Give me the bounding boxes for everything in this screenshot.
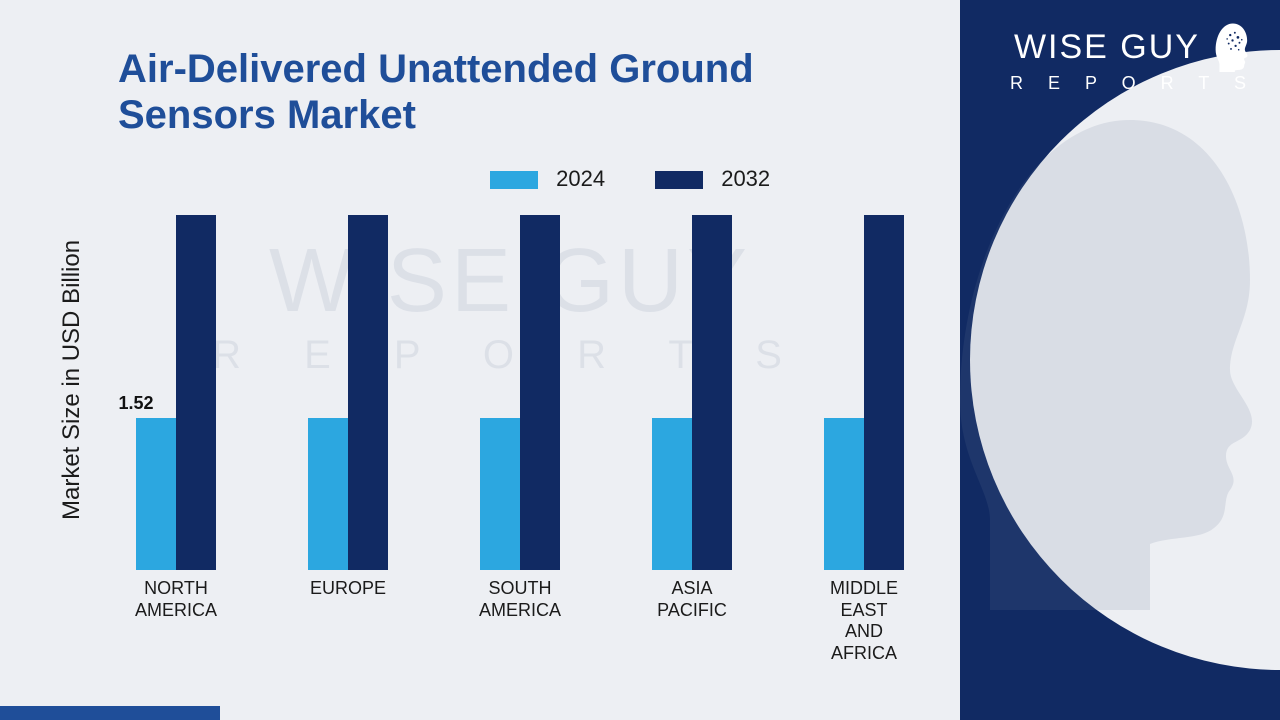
bar bbox=[652, 418, 692, 570]
chart-title: Air-Delivered Unattended Ground Sensors … bbox=[118, 46, 858, 138]
bar bbox=[480, 418, 520, 570]
legend: 2024 2032 bbox=[490, 166, 770, 192]
y-axis-label: Market Size in USD Billion bbox=[58, 240, 86, 520]
category-label: NORTHAMERICA bbox=[101, 578, 251, 621]
bar bbox=[136, 418, 176, 570]
page-root: WISE GUY R E P O R T S Air-Delivered Una… bbox=[0, 0, 1280, 720]
footer-accent-bar bbox=[0, 706, 220, 720]
brand-logo: WISE GUY R E P O R T S bbox=[1010, 22, 1256, 92]
bar bbox=[692, 215, 732, 570]
bar-value-label: 1.52 bbox=[106, 393, 166, 414]
bar bbox=[308, 418, 348, 570]
bar bbox=[348, 215, 388, 570]
category-label: MIDDLEEASTANDAFRICA bbox=[789, 578, 939, 664]
bar bbox=[864, 215, 904, 570]
legend-label-2024: 2024 bbox=[556, 166, 605, 191]
bar bbox=[176, 215, 216, 570]
legend-swatch-2032 bbox=[655, 171, 703, 189]
bar-group bbox=[632, 215, 752, 570]
legend-swatch-2024 bbox=[490, 171, 538, 189]
plot-area: 1.52 bbox=[96, 190, 966, 570]
legend-item-2032: 2032 bbox=[655, 166, 770, 192]
bar bbox=[520, 215, 560, 570]
legend-label-2032: 2032 bbox=[721, 166, 770, 191]
bar-group bbox=[460, 215, 580, 570]
category-label: SOUTHAMERICA bbox=[445, 578, 595, 621]
brand-line1: WISE GUY bbox=[1014, 30, 1200, 64]
bar-group bbox=[804, 215, 924, 570]
bar-group bbox=[288, 215, 408, 570]
legend-item-2024: 2024 bbox=[490, 166, 605, 192]
bar bbox=[824, 418, 864, 570]
category-label: ASIAPACIFIC bbox=[617, 578, 767, 621]
category-label: EUROPE bbox=[273, 578, 423, 600]
brain-head-icon bbox=[1206, 22, 1256, 72]
brand-line2: R E P O R T S bbox=[1010, 74, 1256, 92]
